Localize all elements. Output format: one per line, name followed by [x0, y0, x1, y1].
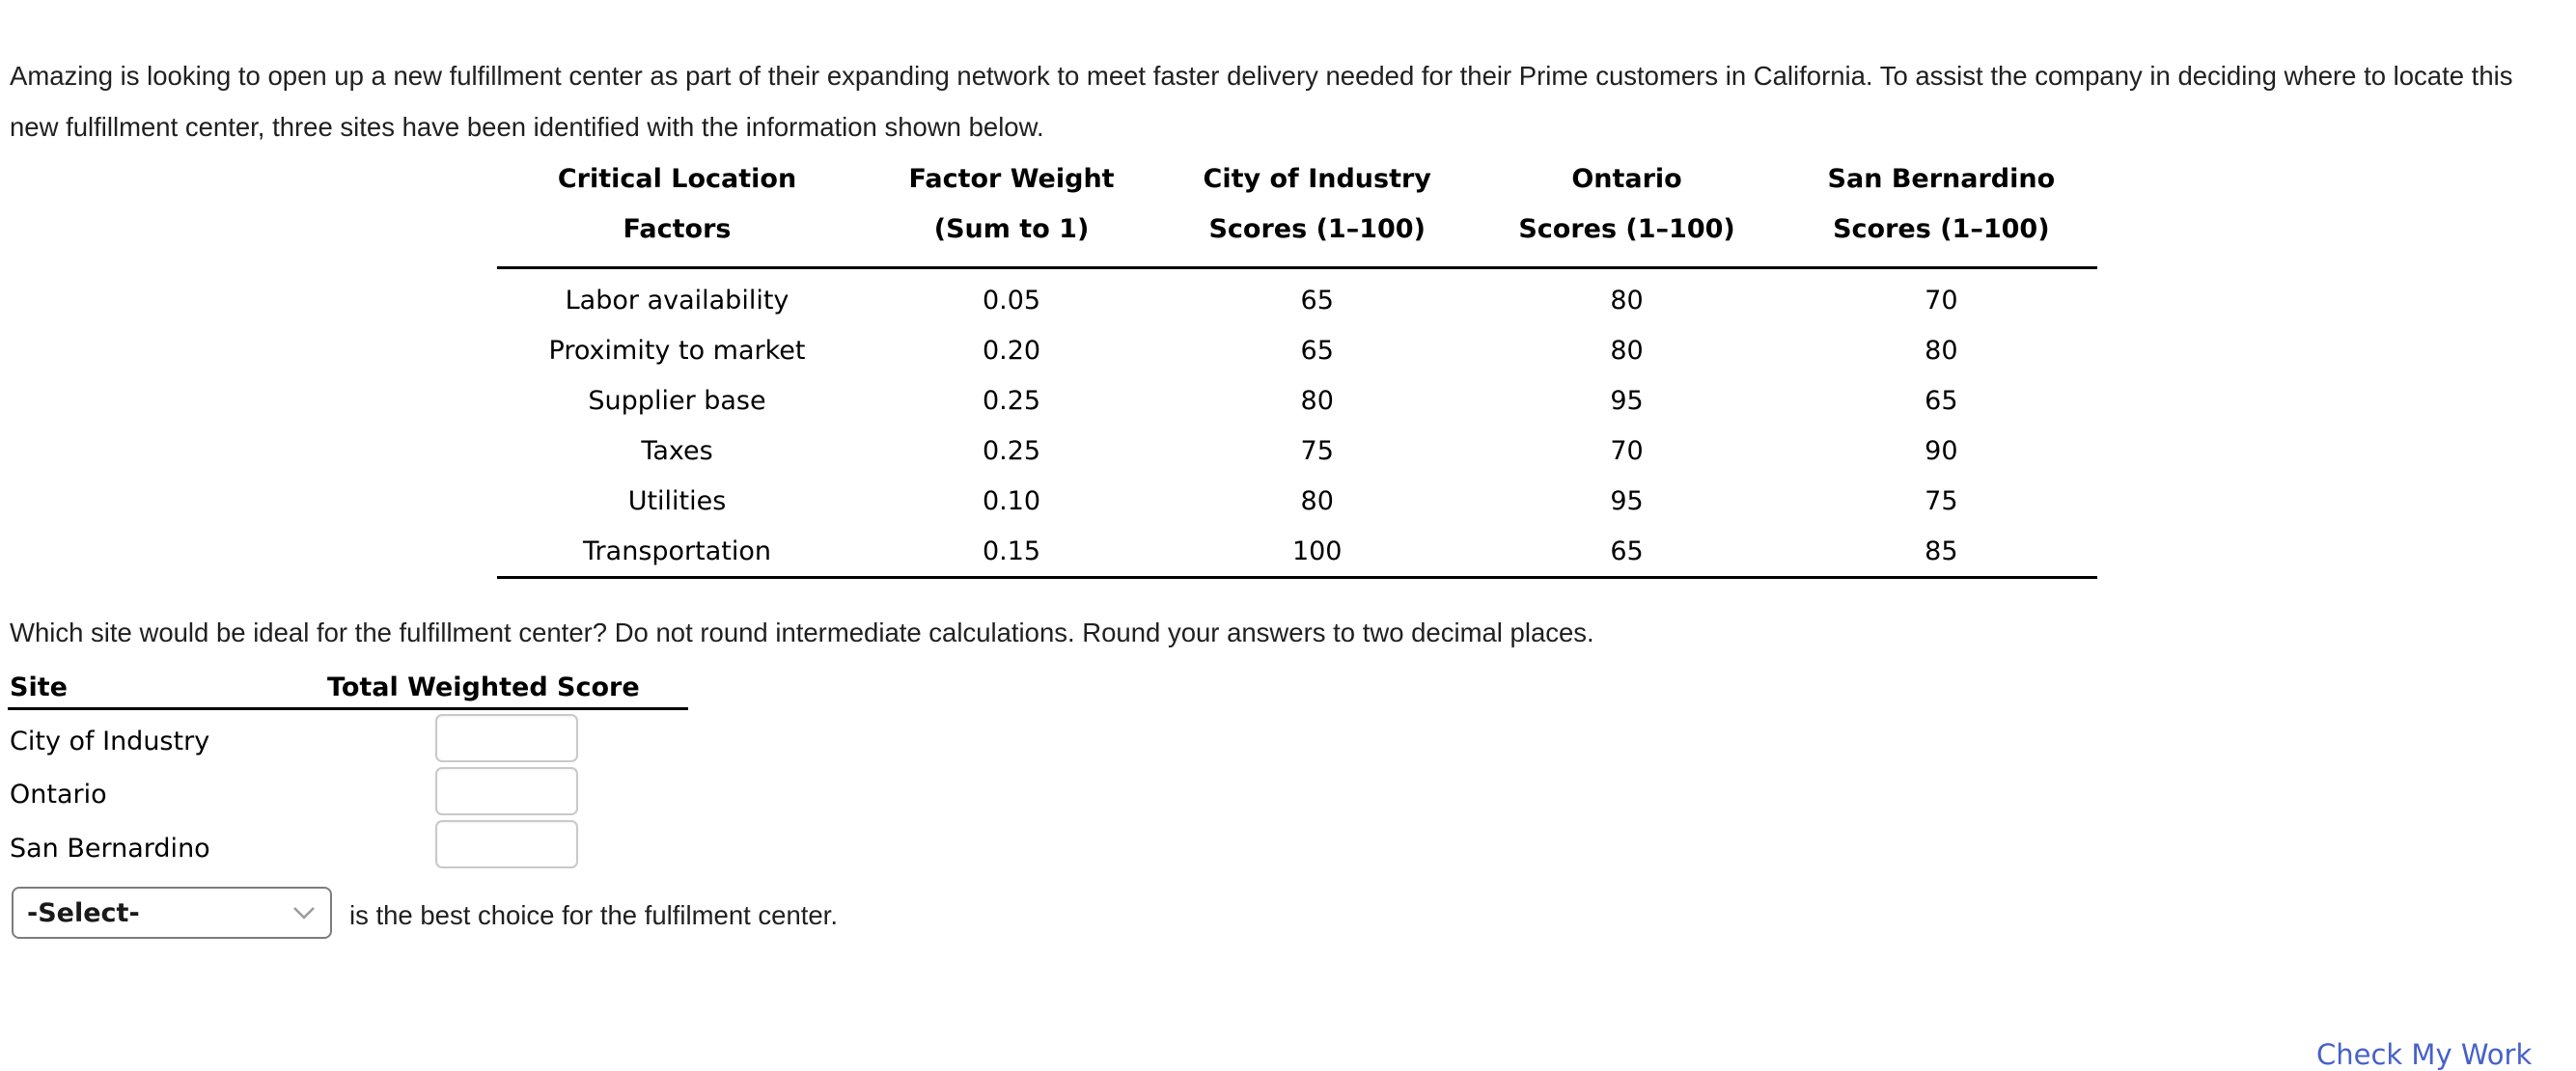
question-text: Which site would be ideal for the fulfil…	[10, 617, 1594, 647]
intro-text: Amazing is looking to open up a new fulf…	[10, 60, 2513, 142]
sb-score-cell: 80	[1925, 335, 1958, 366]
weight-cell: 0.10	[982, 485, 1041, 516]
table-row: Labor availability 0.05 65 80 70	[497, 268, 2097, 326]
factor-name-cell: Labor availability	[565, 285, 789, 316]
factors-table: Critical Location Factors Factor Weight …	[497, 154, 2097, 579]
factor-name-cell: Supplier base	[588, 385, 766, 416]
table-row: Proximity to market 0.20 65 80 80	[497, 325, 2097, 375]
factor-name-cell: Utilities	[627, 485, 727, 516]
answer-site-header: Site	[10, 673, 68, 702]
chevron-down-icon	[293, 907, 315, 920]
score-input-city-of-industry[interactable]	[435, 714, 578, 762]
ontario-score-cell: 95	[1610, 385, 1644, 416]
weight-cell: 0.15	[982, 536, 1041, 566]
sb-score-cell: 70	[1925, 285, 1958, 316]
coi-score-cell: 80	[1300, 485, 1334, 516]
ontario-score-cell: 80	[1610, 285, 1644, 316]
coi-score-cell: 65	[1300, 335, 1334, 366]
table-row: Utilities 0.10 80 95 75	[497, 476, 2097, 526]
header-ontario-scores: Ontario Scores (1–100)	[1468, 154, 1786, 269]
answer-score-header: Total Weighted Score	[327, 673, 640, 702]
site-label-city-of-industry: City of Industry	[10, 727, 210, 756]
select-value: -Select-	[27, 897, 140, 928]
table-row: Supplier base 0.25 80 95 65	[497, 375, 2097, 426]
factors-table-header-row: Critical Location Factors Factor Weight …	[497, 154, 2097, 269]
factor-name-cell: Taxes	[641, 435, 713, 466]
sb-score-cell: 85	[1925, 536, 1958, 566]
ontario-score-cell: 65	[1610, 536, 1644, 566]
ontario-score-cell: 80	[1610, 335, 1644, 366]
factor-name-cell: Transportation	[583, 536, 771, 566]
check-my-work-link[interactable]: Check My Work	[2316, 1038, 2533, 1071]
coi-score-cell: 80	[1300, 385, 1334, 416]
table-row: Taxes 0.25 75 70 90	[497, 426, 2097, 476]
site-label-ontario: Ontario	[10, 780, 107, 810]
factor-name-cell: Proximity to market	[548, 335, 806, 366]
sb-score-cell: 65	[1925, 385, 1958, 416]
sb-score-cell: 75	[1925, 485, 1958, 516]
sb-score-cell: 90	[1925, 435, 1958, 466]
site-label-san-bernardino: San Bernardino	[10, 834, 210, 864]
weight-cell: 0.05	[982, 285, 1041, 316]
weight-cell: 0.25	[982, 435, 1041, 466]
coi-score-cell: 100	[1291, 536, 1343, 566]
table-row: Transportation 0.15 100 65 85	[497, 526, 2097, 578]
header-city-of-industry-scores: City of Industry Scores (1–100)	[1166, 154, 1469, 269]
score-input-san-bernardino[interactable]	[435, 820, 578, 868]
conclusion-text: is the best choice for the fulfilment ce…	[349, 900, 838, 930]
header-san-bernardino-scores: San Bernardino Scores (1–100)	[1785, 154, 2097, 269]
best-site-select[interactable]: -Select-	[12, 887, 332, 939]
coi-score-cell: 65	[1300, 285, 1334, 316]
header-factor-weight: Factor Weight (Sum to 1)	[857, 154, 1167, 269]
header-critical-location-factors: Critical Location Factors	[497, 154, 858, 269]
answer-table-rule	[8, 707, 688, 710]
weight-cell: 0.20	[982, 335, 1041, 366]
ontario-score-cell: 70	[1610, 435, 1644, 466]
score-input-ontario[interactable]	[435, 767, 578, 815]
weight-cell: 0.25	[982, 385, 1041, 416]
coi-score-cell: 75	[1300, 435, 1334, 466]
ontario-score-cell: 95	[1610, 485, 1644, 516]
